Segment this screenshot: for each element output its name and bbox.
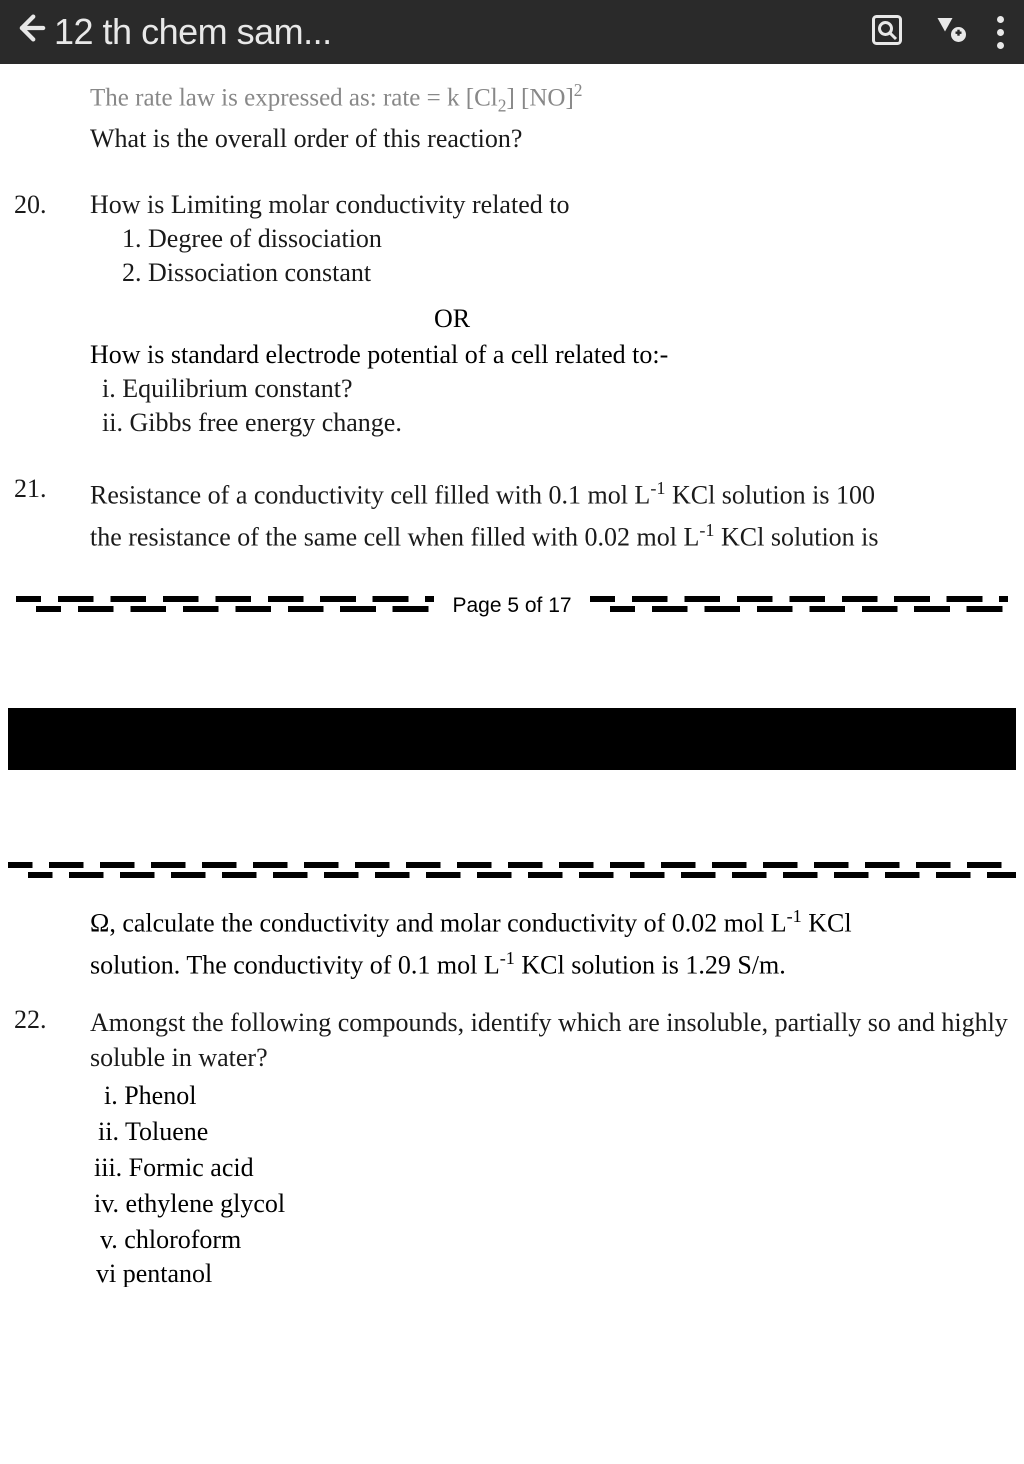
question-text: Resistance of a conductivity cell filled… [90, 474, 1016, 558]
document-page: Cl₂(g) + 2... The rate law is expressed … [0, 64, 1024, 1287]
question-number: 20. [8, 190, 90, 220]
q22-item-3: iii. Formic acid [8, 1153, 1016, 1183]
more-options-icon[interactable] [997, 16, 1004, 49]
q22-item-1: i. Phenol [8, 1081, 1016, 1111]
q20-or-text: How is standard electrode potential of a… [8, 340, 1016, 370]
question-22: 22. Amongst the following compounds, ide… [8, 1005, 1016, 1075]
q22-item-2: ii. Toluene [8, 1117, 1016, 1147]
dash-separator-full [8, 862, 1016, 884]
q20-item-1: 1. Degree of dissociation [8, 224, 1016, 254]
back-icon[interactable] [12, 11, 46, 54]
question-text: Amongst the following compounds, identif… [90, 1005, 1016, 1075]
q20-or-item-1: i. Equilibrium constant? [8, 374, 1016, 404]
q20-item-2: 2. Dissociation constant [8, 258, 1016, 288]
q21-continuation: Ω, calculate the conductivity and molar … [8, 902, 1016, 987]
or-divider: OR [8, 304, 1016, 334]
app-topbar: 12 th chem sam... [0, 0, 1024, 64]
page-footer: Page 5 of 17 [8, 594, 1016, 618]
rate-law-text: The rate law is expressed as: rate = k [… [8, 80, 1016, 116]
add-shape-icon[interactable] [933, 12, 969, 53]
dash-separator-right [590, 596, 1008, 616]
question-text: How is Limiting molar conductivity relat… [90, 190, 1016, 220]
question-21: 21. Resistance of a conductivity cell fi… [8, 474, 1016, 558]
question-20: 20. How is Limiting molar conductivity r… [8, 190, 1016, 220]
page-number: Page 5 of 17 [452, 594, 571, 618]
find-on-page-icon[interactable] [869, 12, 905, 53]
dash-separator-left [16, 596, 434, 616]
q19-followup: What is the overall order of this reacti… [8, 124, 1016, 154]
q22-item-6-cutoff: vi pentanol [8, 1261, 1016, 1287]
document-title: 12 th chem sam... [54, 11, 869, 53]
q22-item-5: v. chloroform [8, 1225, 1016, 1255]
page-gap [8, 708, 1016, 770]
q22-item-4: iv. ethylene glycol [8, 1189, 1016, 1219]
question-number: 21. [8, 474, 90, 558]
question-number: 22. [8, 1005, 90, 1075]
q20-or-item-2: ii. Gibbs free energy change. [8, 408, 1016, 438]
partial-reaction-text: Cl₂(g) + 2... [8, 64, 1016, 78]
